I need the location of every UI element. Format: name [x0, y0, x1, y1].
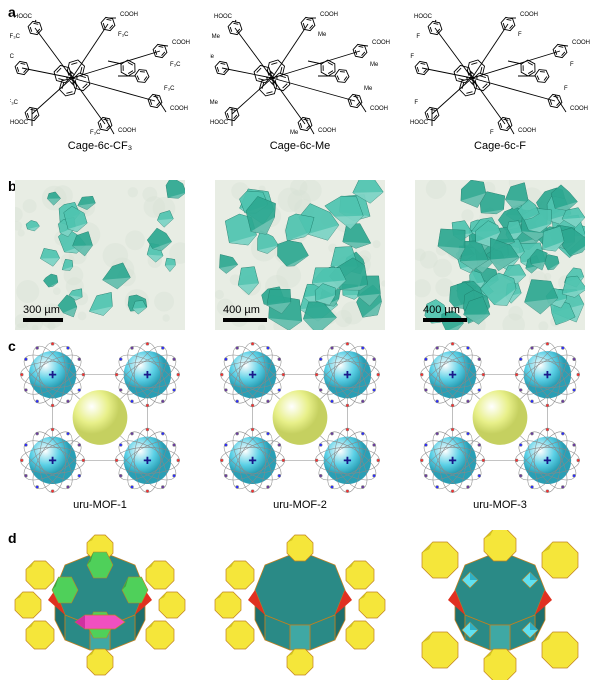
scalebar: 400 µm: [423, 304, 467, 322]
svg-text:Me: Me: [364, 86, 373, 92]
svg-text:HOOC: HOOC: [410, 120, 429, 126]
svg-text:F: F: [410, 54, 414, 60]
svg-text:COOH: COOH: [170, 106, 188, 112]
cage-structure-1: HOOC Me COOH Me COOH Me COOH Me COOH Me HOOC Me Me Ca…: [210, 6, 390, 152]
svg-text:HOOC: HOOC: [14, 14, 33, 20]
svg-text:F₃C: F₃C: [10, 54, 15, 60]
svg-text:F₃C: F₃C: [164, 86, 175, 92]
svg-text:COOH: COOH: [172, 40, 190, 46]
cage-caption: Cage-6c-CF₃: [68, 140, 132, 152]
svg-text:F: F: [490, 130, 494, 136]
svg-text:F: F: [570, 62, 574, 68]
row-c-mof: uru-MOF-1 uru-MOF-2 uru-MOF-3: [0, 340, 600, 511]
svg-text:Me: Me: [210, 100, 219, 106]
scalebar-line: [223, 318, 267, 322]
svg-text:F: F: [564, 86, 568, 92]
svg-text:Me: Me: [318, 32, 327, 38]
svg-text:COOH: COOH: [372, 40, 390, 46]
cage-caption: Cage-6c-Me: [270, 140, 331, 152]
scalebar-label: 300 µm: [23, 304, 60, 316]
svg-text:COOH: COOH: [518, 128, 536, 134]
mof-diagram-2: uru-MOF-3: [410, 340, 590, 511]
svg-text:F₃C: F₃C: [170, 62, 181, 68]
svg-text:HOOC: HOOC: [210, 120, 229, 126]
scalebar-line: [23, 318, 63, 322]
svg-text:COOH: COOH: [520, 12, 538, 18]
svg-text:COOH: COOH: [118, 128, 136, 134]
micrograph-1: 400 µm: [215, 180, 385, 330]
svg-text:HOOC: HOOC: [214, 14, 233, 20]
svg-text:F₃C: F₃C: [10, 34, 21, 40]
scalebar-line: [423, 318, 467, 322]
mof-caption: uru-MOF-2: [273, 499, 327, 511]
svg-text:COOH: COOH: [370, 106, 388, 112]
svg-text:COOH: COOH: [318, 128, 336, 134]
polyhedra-0: [10, 530, 190, 680]
row-b-micrographs: 300 µm 400 µm 400 µm: [0, 180, 600, 330]
row-d-polyhedra: [0, 530, 600, 680]
svg-text:F₃C: F₃C: [118, 32, 129, 38]
mof-diagram-1: uru-MOF-2: [210, 340, 390, 511]
svg-text:Me: Me: [370, 62, 379, 68]
mof-diagram-0: uru-MOF-1: [10, 340, 190, 511]
row-a-structures: HOOC F₃C COOH F₃C COOH F₃C COOH F₃C COOH F₃C HOOC F…: [0, 6, 600, 152]
scalebar-label: 400 µm: [223, 304, 260, 316]
svg-text:HOOC: HOOC: [414, 14, 433, 20]
svg-text:F: F: [416, 34, 420, 40]
svg-text:COOH: COOH: [120, 12, 138, 18]
mof-svg: [210, 340, 390, 495]
polyhedra-2: [410, 530, 590, 680]
mof-caption: uru-MOF-3: [473, 499, 527, 511]
svg-text:COOH: COOH: [570, 106, 588, 112]
polyhedra-1: [210, 530, 390, 680]
cage-structure-svg: HOOC F COOH F COOH F COOH F COOH F HOOC F F: [410, 6, 590, 136]
svg-text:COOH: COOH: [572, 40, 590, 46]
svg-text:COOH: COOH: [320, 12, 338, 18]
polyhedra-svg: [410, 530, 590, 680]
svg-text:Me: Me: [210, 54, 215, 60]
svg-text:HOOC: HOOC: [10, 120, 29, 126]
svg-text:F₃C: F₃C: [10, 100, 19, 106]
mof-caption: uru-MOF-1: [73, 499, 127, 511]
cage-structure-2: HOOC F COOH F COOH F COOH F COOH F HOOC F F Cage-6c-F: [410, 6, 590, 152]
svg-text:F: F: [414, 100, 418, 106]
cage-caption: Cage-6c-F: [474, 140, 526, 152]
micrograph-2: 400 µm: [415, 180, 585, 330]
cage-structure-svg: HOOC F₃C COOH F₃C COOH F₃C COOH F₃C COOH F₃C HOOC F…: [10, 6, 190, 136]
svg-text:F: F: [518, 32, 522, 38]
cage-structure-0: HOOC F₃C COOH F₃C COOH F₃C COOH F₃C COOH F₃C HOOC F…: [10, 6, 190, 152]
svg-text:F₃C: F₃C: [90, 130, 101, 136]
polyhedra-svg: [210, 530, 390, 680]
scalebar: 400 µm: [223, 304, 267, 322]
scalebar: 300 µm: [23, 304, 63, 322]
cage-structure-svg: HOOC Me COOH Me COOH Me COOH Me COOH Me HOOC Me Me: [210, 6, 390, 136]
mof-svg: [410, 340, 590, 495]
micrograph-0: 300 µm: [15, 180, 185, 330]
svg-text:Me: Me: [212, 34, 221, 40]
scalebar-label: 400 µm: [423, 304, 460, 316]
svg-text:Me: Me: [290, 130, 299, 136]
polyhedra-svg: [10, 530, 190, 680]
mof-svg: [10, 340, 190, 495]
